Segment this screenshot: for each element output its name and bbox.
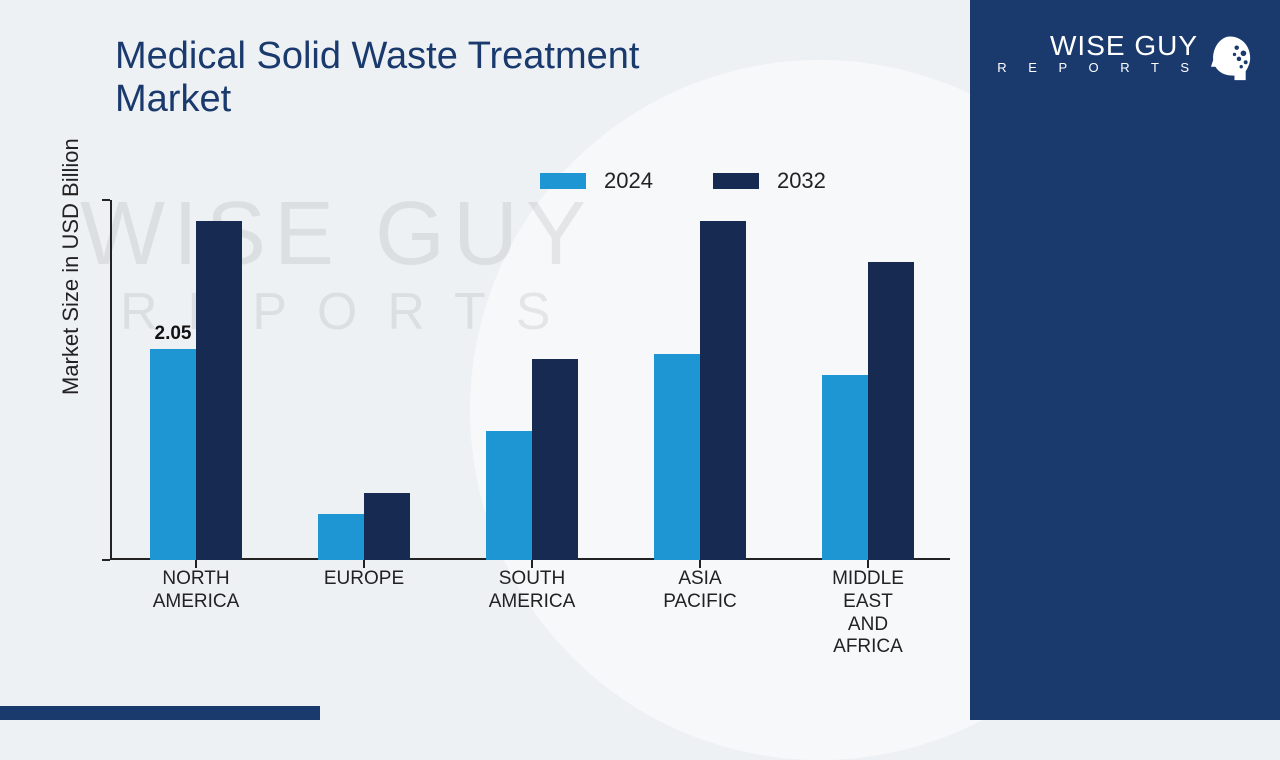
- bar-group: [150, 221, 242, 560]
- legend: 2024 2032: [540, 168, 826, 194]
- bar: [150, 349, 196, 560]
- bar: [868, 262, 914, 560]
- bar: [654, 354, 700, 560]
- category-label: NORTH AMERICA: [153, 568, 240, 614]
- bar: [532, 359, 578, 560]
- legend-label-2024: 2024: [604, 168, 653, 194]
- legend-label-2032: 2032: [777, 168, 826, 194]
- legend-item-2032: 2032: [713, 168, 826, 194]
- legend-swatch-2024: [540, 173, 586, 189]
- y-tick: [102, 559, 110, 561]
- bar-group: [822, 262, 914, 560]
- bar-chart: NORTH AMERICAEUROPESOUTH AMERICAASIA PAC…: [110, 200, 950, 560]
- bar: [822, 375, 868, 560]
- brand-logo: WISE GUY R E P O R T S: [997, 30, 1250, 75]
- bar: [364, 493, 410, 560]
- category-label: EUROPE: [324, 568, 404, 591]
- bar: [196, 221, 242, 560]
- bar: [318, 514, 364, 560]
- x-tick: [531, 560, 533, 568]
- chart-title: Medical Solid Waste Treatment Market: [115, 35, 735, 121]
- bar: [486, 431, 532, 560]
- head-icon: [1202, 32, 1258, 88]
- category-label: SOUTH AMERICA: [489, 568, 576, 614]
- logo-main-text: WISE GUY: [997, 30, 1198, 62]
- category-label: MIDDLE EAST AND AFRICA: [832, 568, 904, 659]
- x-tick: [699, 560, 701, 568]
- bar-group: [654, 221, 746, 560]
- bar-group: [318, 493, 410, 560]
- legend-item-2024: 2024: [540, 168, 653, 194]
- logo-sub-text: R E P O R T S: [997, 60, 1198, 75]
- data-label: 2.05: [155, 323, 192, 345]
- y-axis-line: [110, 200, 112, 560]
- x-tick: [363, 560, 365, 568]
- right-brand-panel: [970, 0, 1280, 720]
- legend-swatch-2032: [713, 173, 759, 189]
- bottom-accent-bar: [0, 706, 320, 720]
- y-tick: [102, 199, 110, 201]
- bar-group: [486, 359, 578, 560]
- y-axis-label: Market Size in USD Billion: [58, 138, 84, 395]
- category-label: ASIA PACIFIC: [663, 568, 737, 614]
- x-tick: [195, 560, 197, 568]
- x-tick: [867, 560, 869, 568]
- bar: [700, 221, 746, 560]
